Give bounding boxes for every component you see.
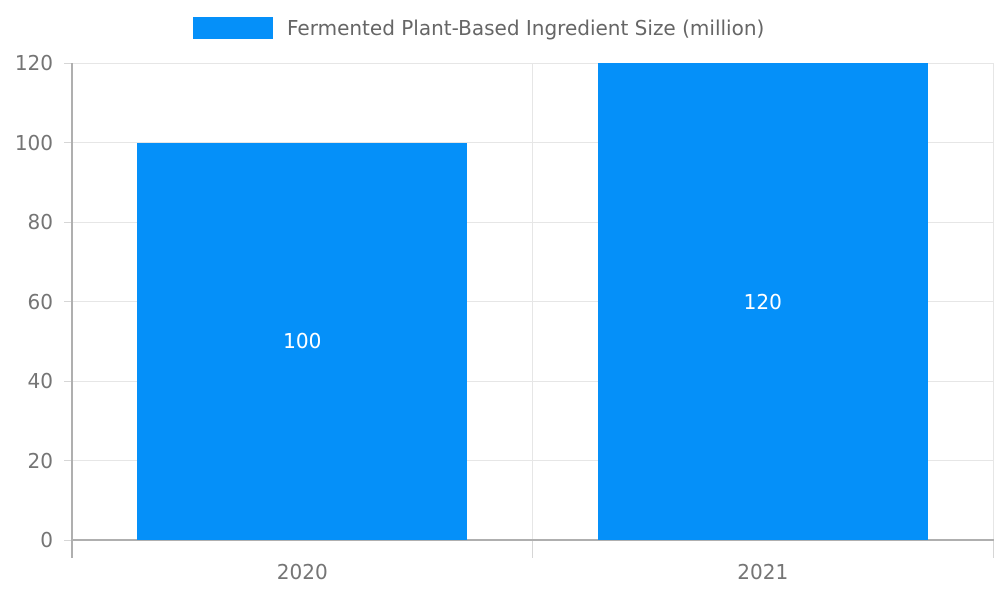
y-axis-tick-80 [64, 221, 72, 223]
y-axis-tick-0 [64, 539, 72, 541]
bar-2021[interactable] [597, 63, 928, 540]
x-axis-line [71, 539, 994, 541]
y-tick-label-60: 60 [27, 289, 53, 314]
y-tick-label-0: 0 [40, 528, 53, 552]
x-axis-tick-1 [532, 540, 533, 558]
y-axis-line [71, 63, 73, 558]
legend-item[interactable]: Fermented Plant-Based Ingredient Size (m… [193, 16, 764, 40]
y-axis-tick-60 [64, 301, 72, 302]
gridline-x-1 [532, 63, 533, 540]
x-tick-label-2020: 2020 [276, 560, 328, 584]
y-tick-label-100: 100 [14, 130, 53, 155]
gridline-x-2 [992, 63, 994, 540]
y-axis-tick-100 [64, 142, 72, 143]
legend-label: Fermented Plant-Based Ingredient Size (m… [287, 16, 765, 40]
y-tick-label-120: 120 [14, 51, 53, 75]
y-axis-tick-20 [64, 460, 72, 461]
legend-swatch [193, 17, 273, 39]
bar-value-label-2020: 100 [283, 329, 322, 354]
x-tick-label-2021: 2021 [737, 560, 789, 584]
y-axis-tick-120 [64, 62, 72, 64]
y-tick-label-40: 40 [27, 369, 53, 393]
y-tick-label-80: 80 [27, 210, 53, 234]
bar-value-label-2021: 120 [743, 289, 782, 314]
y-tick-label-20: 20 [27, 448, 53, 473]
bar-2020[interactable] [137, 142, 468, 540]
x-axis-tick-2 [992, 540, 994, 558]
y-axis-tick-40 [64, 380, 72, 382]
